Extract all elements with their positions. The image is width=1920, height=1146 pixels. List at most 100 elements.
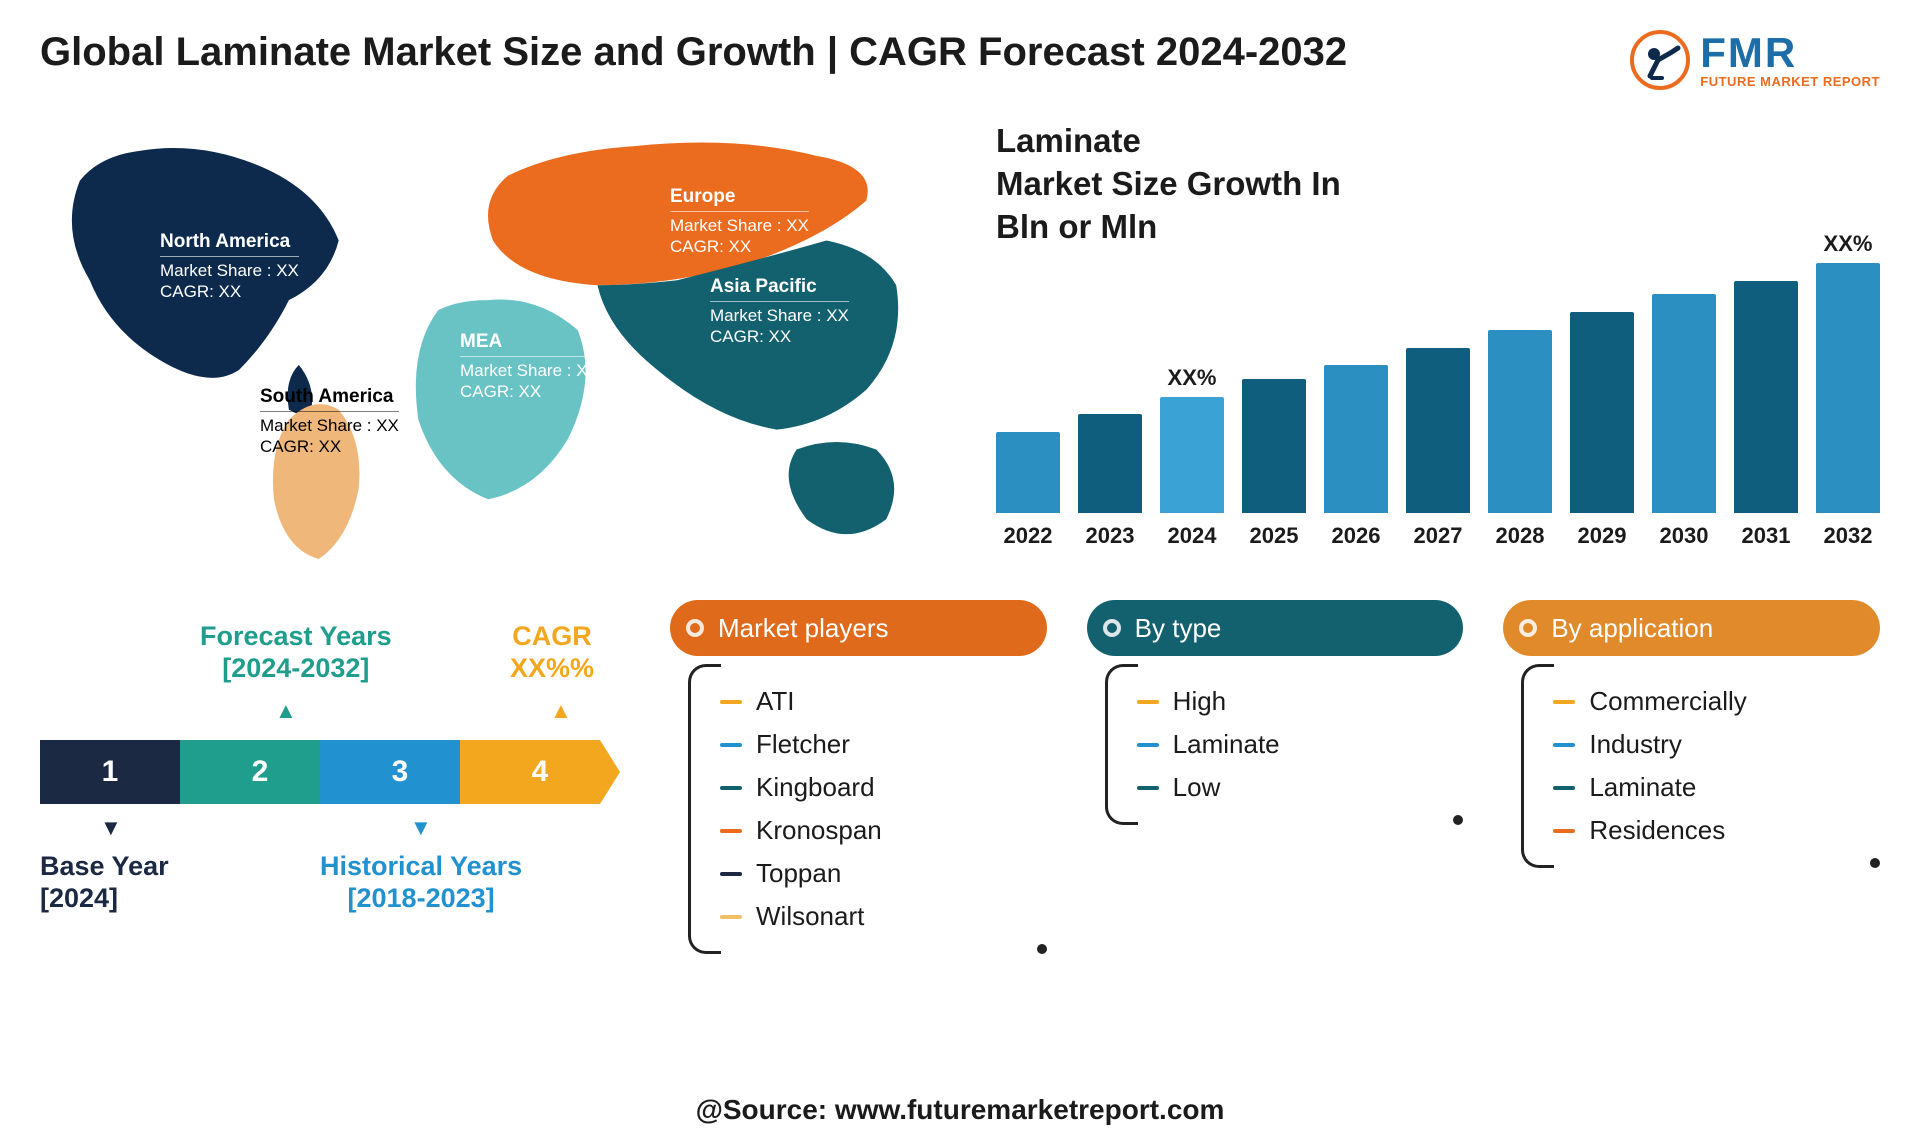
bar-rect	[1406, 348, 1470, 513]
bar-rect	[996, 432, 1060, 512]
list-item-label: Laminate	[1589, 772, 1696, 803]
bracket: ATIFletcherKingboardKronospanToppanWilso…	[670, 670, 1047, 948]
tick-icon	[720, 829, 742, 833]
forecast-label: Forecast Years[2024-2032]	[200, 620, 392, 685]
brand-logo: FMR FUTURE MARKET REPORT	[1630, 30, 1880, 90]
list-item: High	[1137, 680, 1464, 723]
triangle-down-icon: ▼	[100, 815, 122, 841]
tick-icon	[720, 743, 742, 747]
bullet-icon	[686, 619, 704, 637]
timeline-seg-3: 3	[320, 740, 460, 804]
timeline-seg-2: 2	[180, 740, 320, 804]
bar-2025: 2025	[1242, 347, 1306, 549]
list-item: Toppan	[720, 852, 1047, 895]
list-item: Commercially	[1553, 680, 1880, 723]
region-label-south_america: South AmericaMarket Share : XXCAGR: XX	[260, 385, 399, 457]
bar-top-label: XX%	[1824, 231, 1873, 257]
tick-icon	[1137, 700, 1159, 704]
source-attribution: @Source: www.futuremarketreport.com	[0, 1094, 1920, 1126]
tick-icon	[720, 786, 742, 790]
bracket: Commercially Industry Laminate Residences	[1503, 670, 1880, 862]
list-item-label: Kronospan	[756, 815, 882, 846]
bar-rect	[1570, 312, 1634, 513]
bar-year-label: 2024	[1168, 523, 1217, 549]
tick-icon	[720, 700, 742, 704]
bar-rect	[1652, 294, 1716, 513]
list-item-label: Commercially	[1589, 686, 1746, 717]
tick-icon	[1553, 743, 1575, 747]
bar-year-label: 2032	[1824, 523, 1873, 549]
cagr-label: CAGRXX%%	[510, 620, 594, 685]
header: Global Laminate Market Size and Growth |…	[40, 30, 1880, 90]
region-label-north_america: North AmericaMarket Share : XXCAGR: XX	[160, 230, 299, 302]
page-title: Global Laminate Market Size and Growth |…	[40, 30, 1347, 75]
bar-2031: 2031	[1734, 249, 1798, 549]
historical-label: Historical Years[2018-2023]	[320, 850, 522, 915]
bar-2028: 2028	[1488, 298, 1552, 549]
bar-year-label: 2026	[1332, 523, 1381, 549]
list-item-label: Kingboard	[756, 772, 875, 803]
bar-2026: 2026	[1324, 333, 1388, 548]
bar-rect	[1078, 414, 1142, 512]
tick-icon	[1553, 829, 1575, 833]
region-label-mea: MEAMarket Share : XXCAGR: XX	[460, 330, 599, 402]
chart-title-line2: Market Size Growth In	[996, 165, 1341, 202]
pill-title: Market players	[718, 613, 889, 644]
bar-year-label: 2025	[1250, 523, 1299, 549]
timeline-seg-4: 4	[460, 740, 600, 804]
region-label-asia_pacific: Asia PacificMarket Share : XXCAGR: XX	[710, 275, 849, 347]
triangle-up-icon: ▲	[550, 698, 572, 724]
list-item-label: Laminate	[1173, 729, 1280, 760]
triangle-up-icon: ▲	[275, 698, 297, 724]
list-item: Kingboard	[720, 766, 1047, 809]
telescope-icon	[1630, 30, 1690, 90]
timeline: Forecast Years[2024-2032] ▲ CAGRXX%% ▲ 1…	[40, 600, 640, 920]
pill-column-by_application: By application Commercially Industry Lamina…	[1503, 600, 1880, 948]
categories: Market players ATIFletcher Kingboard Kronos…	[670, 600, 1880, 948]
list-item-label: Residences	[1589, 815, 1725, 846]
tick-icon	[1553, 786, 1575, 790]
bullet-icon	[1103, 619, 1121, 637]
list-item-label: Toppan	[756, 858, 841, 889]
list-item: Kronospan	[720, 809, 1047, 852]
list-item-label: Low	[1173, 772, 1221, 803]
bar-rect	[1242, 379, 1306, 513]
bar-2030: 2030	[1652, 262, 1716, 549]
base-year-label: Base Year[2024]	[40, 850, 169, 915]
bracket: High Laminate Low	[1087, 670, 1464, 819]
bar-2032: XX% 2032	[1816, 231, 1880, 549]
list-item-label: Industry	[1589, 729, 1682, 760]
bars-container: 20222023XX%20242025202620272028202920302…	[996, 269, 1880, 549]
bar-rect	[1816, 263, 1880, 513]
tick-icon	[1553, 700, 1575, 704]
chart-title-line1: Laminate	[996, 122, 1141, 159]
list-item: ATI	[720, 680, 1047, 723]
logo-main-text: FMR	[1700, 32, 1880, 74]
list-item: Fletcher	[720, 723, 1047, 766]
list-item-label: High	[1173, 686, 1226, 717]
bar-rect	[1734, 281, 1798, 513]
list-item: Laminate	[1137, 723, 1464, 766]
bar-top-label: XX%	[1168, 365, 1217, 391]
bar-year-label: 2027	[1414, 523, 1463, 549]
world-map: North AmericaMarket Share : XXCAGR: XX So…	[40, 120, 936, 560]
list-item: Industry	[1553, 723, 1880, 766]
bar-2023: 2023	[1078, 382, 1142, 548]
bar-rect	[1324, 365, 1388, 512]
pill-title: By type	[1135, 613, 1222, 644]
chart-title-line3: Bln or Mln	[996, 208, 1157, 245]
list-item: Residences	[1553, 809, 1880, 852]
pill-title: By application	[1551, 613, 1713, 644]
pill-column-market_players: Market players ATIFletcher Kingboard Kronos…	[670, 600, 1047, 948]
bar-2024: XX% 2024	[1160, 365, 1224, 549]
bar-rect	[1488, 330, 1552, 513]
pill-column-by_type: By type High Laminate Low	[1087, 600, 1464, 948]
list-item: Low	[1137, 766, 1464, 809]
timeline-seg-1: 1	[40, 740, 180, 804]
tick-icon	[720, 915, 742, 919]
bar-year-label: 2031	[1742, 523, 1791, 549]
bar-year-label: 2022	[1004, 523, 1053, 549]
bar-year-label: 2028	[1496, 523, 1545, 549]
pill-header: Market players	[670, 600, 1047, 656]
pill-header: By application	[1503, 600, 1880, 656]
